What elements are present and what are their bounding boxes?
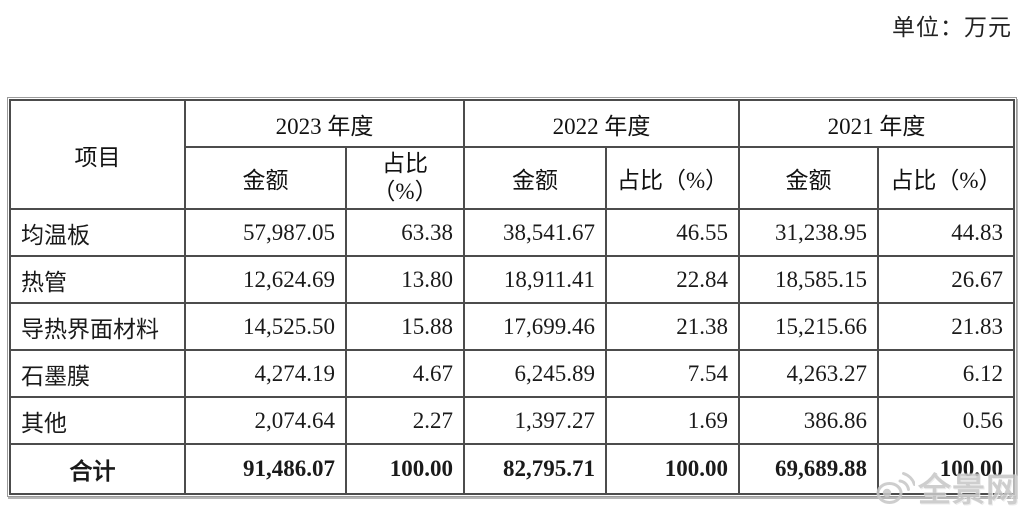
cell-ratio-2022: 21.38 bbox=[605, 302, 740, 351]
cell-ratio-2021: 26.67 bbox=[877, 255, 1015, 304]
cell-ratio-2022: 7.54 bbox=[605, 349, 740, 398]
total-amount-2023: 91,486.07 bbox=[184, 443, 347, 495]
header-row-metrics: 金额 占比 （%） 金额 占比（%） 金额 占比（%） bbox=[10, 146, 1015, 210]
cell-ratio-2021: 0.56 bbox=[877, 396, 1015, 445]
cell-amount-2021: 18,585.15 bbox=[738, 255, 879, 304]
column-header-year-2022: 2022 年度 bbox=[463, 99, 740, 148]
row-item-label: 石墨膜 bbox=[9, 349, 186, 398]
row-item-label: 其他 bbox=[9, 396, 186, 445]
unit-label: 单位：万元 bbox=[892, 15, 1012, 40]
cell-ratio-2023: 15.88 bbox=[345, 302, 465, 351]
cell-amount-2023: 14,525.50 bbox=[184, 302, 347, 351]
row-item-label: 热管 bbox=[9, 255, 186, 304]
cell-ratio-2023: 63.38 bbox=[345, 208, 465, 257]
column-header-amount-2021: 金额 bbox=[738, 146, 879, 210]
total-ratio-2021: 100.00 bbox=[877, 443, 1015, 495]
column-header-item: 项目 bbox=[9, 99, 186, 210]
cell-amount-2022: 17,699.46 bbox=[463, 302, 607, 351]
cell-amount-2021: 15,215.66 bbox=[738, 302, 879, 351]
header-row-years: 项目 2023 年度 2022 年度 2021 年度 bbox=[9, 99, 1015, 210]
table-row: 均温板 57,987.05 63.38 38,541.67 46.55 31,2… bbox=[9, 208, 1015, 257]
revenue-by-product-table: 项目 2023 年度 2022 年度 2021 年度 金额 占比 （%） 金额 … bbox=[9, 99, 1015, 495]
cell-ratio-2023: 13.80 bbox=[345, 255, 465, 304]
cell-ratio-2023: 2.27 bbox=[345, 396, 465, 445]
cell-ratio-2022: 1.69 bbox=[605, 396, 740, 445]
cell-ratio-2023: 4.67 bbox=[345, 349, 465, 398]
cell-amount-2022: 1,397.27 bbox=[463, 396, 607, 445]
column-header-year-2023: 2023 年度 bbox=[184, 99, 465, 148]
column-header-ratio-2022: 占比（%） bbox=[605, 146, 740, 210]
table-row: 其他 2,074.64 2.27 1,397.27 1.69 386.86 0.… bbox=[9, 396, 1015, 445]
cell-amount-2021: 31,238.95 bbox=[738, 208, 879, 257]
financial-table-container: 项目 2023 年度 2022 年度 2021 年度 金额 占比 （%） 金额 … bbox=[7, 97, 1017, 497]
cell-amount-2021: 4,263.27 bbox=[738, 349, 879, 398]
total-ratio-2023: 100.00 bbox=[345, 443, 465, 495]
total-ratio-2022: 100.00 bbox=[605, 443, 740, 495]
cell-ratio-2021: 44.83 bbox=[877, 208, 1015, 257]
column-header-amount-2022: 金额 bbox=[463, 146, 607, 210]
cell-amount-2023: 57,987.05 bbox=[184, 208, 347, 257]
cell-ratio-2021: 6.12 bbox=[877, 349, 1015, 398]
row-item-label: 均温板 bbox=[9, 208, 186, 257]
total-amount-2022: 82,795.71 bbox=[463, 443, 607, 495]
cell-amount-2023: 12,624.69 bbox=[184, 255, 347, 304]
cell-amount-2021: 386.86 bbox=[738, 396, 879, 445]
cell-amount-2022: 6,245.89 bbox=[463, 349, 607, 398]
table-row: 热管 12,624.69 13.80 18,911.41 22.84 18,58… bbox=[9, 255, 1015, 304]
cell-amount-2022: 38,541.67 bbox=[463, 208, 607, 257]
cell-amount-2022: 18,911.41 bbox=[463, 255, 607, 304]
total-amount-2021: 69,689.88 bbox=[738, 443, 879, 495]
table-row: 导热界面材料 14,525.50 15.88 17,699.46 21.38 1… bbox=[9, 302, 1015, 351]
column-header-amount-2023: 金额 bbox=[184, 146, 347, 210]
cell-ratio-2022: 46.55 bbox=[605, 208, 740, 257]
cell-ratio-2022: 22.84 bbox=[605, 255, 740, 304]
total-row: 合计 91,486.07 100.00 82,795.71 100.00 69,… bbox=[9, 443, 1015, 495]
column-header-ratio-2021: 占比（%） bbox=[877, 146, 1015, 210]
column-header-ratio-2023: 占比 （%） bbox=[345, 146, 465, 210]
total-row-label: 合计 bbox=[9, 443, 186, 495]
row-item-label: 导热界面材料 bbox=[9, 302, 186, 351]
cell-ratio-2021: 21.83 bbox=[877, 302, 1015, 351]
cell-amount-2023: 2,074.64 bbox=[184, 396, 347, 445]
cell-amount-2023: 4,274.19 bbox=[184, 349, 347, 398]
table-row: 石墨膜 4,274.19 4.67 6,245.89 7.54 4,263.27… bbox=[9, 349, 1015, 398]
column-header-year-2021: 2021 年度 bbox=[738, 99, 1015, 148]
